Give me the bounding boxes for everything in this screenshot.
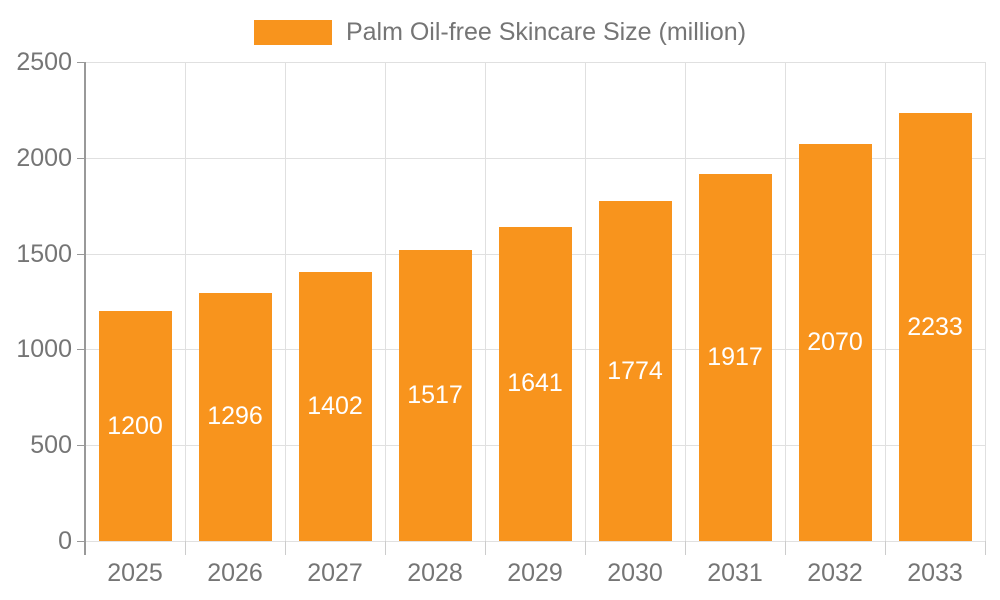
bar-2030[interactable]: 1774 [598, 201, 672, 541]
y-axis-tick [77, 157, 85, 159]
y-axis-label: 1500 [16, 239, 72, 268]
x-axis-tick [785, 541, 786, 555]
bar-2026[interactable]: 1296 [198, 292, 272, 541]
bar-2027[interactable]: 1402 [298, 272, 372, 541]
x-axis-label: 2029 [507, 559, 563, 587]
y-axis-label: 0 [58, 527, 72, 555]
gridline-horizontal [85, 157, 985, 159]
gridline-vertical [585, 62, 586, 541]
x-axis-tick [685, 541, 686, 555]
x-axis-label: 2030 [607, 559, 663, 587]
bar-2025[interactable]: 1200 [98, 311, 172, 541]
gridline-horizontal [85, 62, 985, 63]
x-axis-tick [385, 541, 386, 555]
y-axis-label: 2000 [16, 143, 72, 172]
bar-value-label: 1200 [107, 411, 163, 440]
bar-value-label: 1641 [507, 369, 563, 398]
bar-value-label: 1517 [407, 381, 463, 410]
bar-2031[interactable]: 1917 [698, 173, 772, 541]
bar-2033[interactable]: 2233 [898, 113, 972, 541]
x-axis-tick [885, 541, 886, 555]
bar-value-label: 1296 [207, 402, 263, 431]
y-axis-tick [77, 349, 85, 351]
x-axis-label: 2027 [307, 559, 363, 587]
x-axis-label: 2032 [807, 559, 863, 587]
gridline-vertical [885, 62, 886, 541]
y-axis-tick [77, 541, 85, 542]
x-axis-tick [585, 541, 586, 555]
x-axis-label: 2025 [107, 559, 163, 587]
bar-2029[interactable]: 1641 [498, 226, 572, 541]
x-axis-label: 2028 [407, 559, 463, 587]
bar-value-label: 2070 [807, 328, 863, 357]
legend-item[interactable]: Palm Oil-free Skincare Size (million) [0, 18, 1000, 47]
bar-value-label: 1402 [307, 392, 363, 421]
bar-value-label: 1917 [707, 342, 763, 371]
legend-swatch-icon [253, 20, 332, 45]
gridline-horizontal [85, 541, 985, 542]
y-axis-label: 2500 [16, 48, 72, 76]
y-axis-tick [77, 445, 85, 447]
gridline-vertical [985, 62, 986, 541]
y-axis-label: 500 [30, 431, 72, 460]
x-axis-tick [185, 541, 186, 555]
gridline-vertical [785, 62, 786, 541]
y-axis-tick [77, 253, 85, 255]
gridline-vertical [385, 62, 386, 541]
bar-value-label: 1774 [607, 356, 663, 385]
bar-value-label: 2233 [907, 312, 963, 341]
y-axis-label: 1000 [16, 335, 72, 364]
gridline-vertical [485, 62, 486, 541]
y-axis-line [84, 62, 86, 555]
x-axis-label: 2031 [707, 559, 763, 587]
x-axis-label: 2026 [207, 559, 263, 587]
y-axis-tick [77, 62, 85, 63]
x-axis-tick [485, 541, 486, 555]
x-axis-tick [985, 541, 986, 555]
legend-label: Palm Oil-free Skincare Size (million) [345, 18, 747, 46]
x-axis-tick [285, 541, 286, 555]
gridline-vertical [185, 62, 186, 541]
x-axis-label: 2033 [907, 559, 963, 587]
bar-2028[interactable]: 1517 [398, 250, 472, 541]
bar-2032[interactable]: 2070 [798, 144, 872, 541]
gridline-vertical [685, 62, 686, 541]
gridline-vertical [285, 62, 286, 541]
